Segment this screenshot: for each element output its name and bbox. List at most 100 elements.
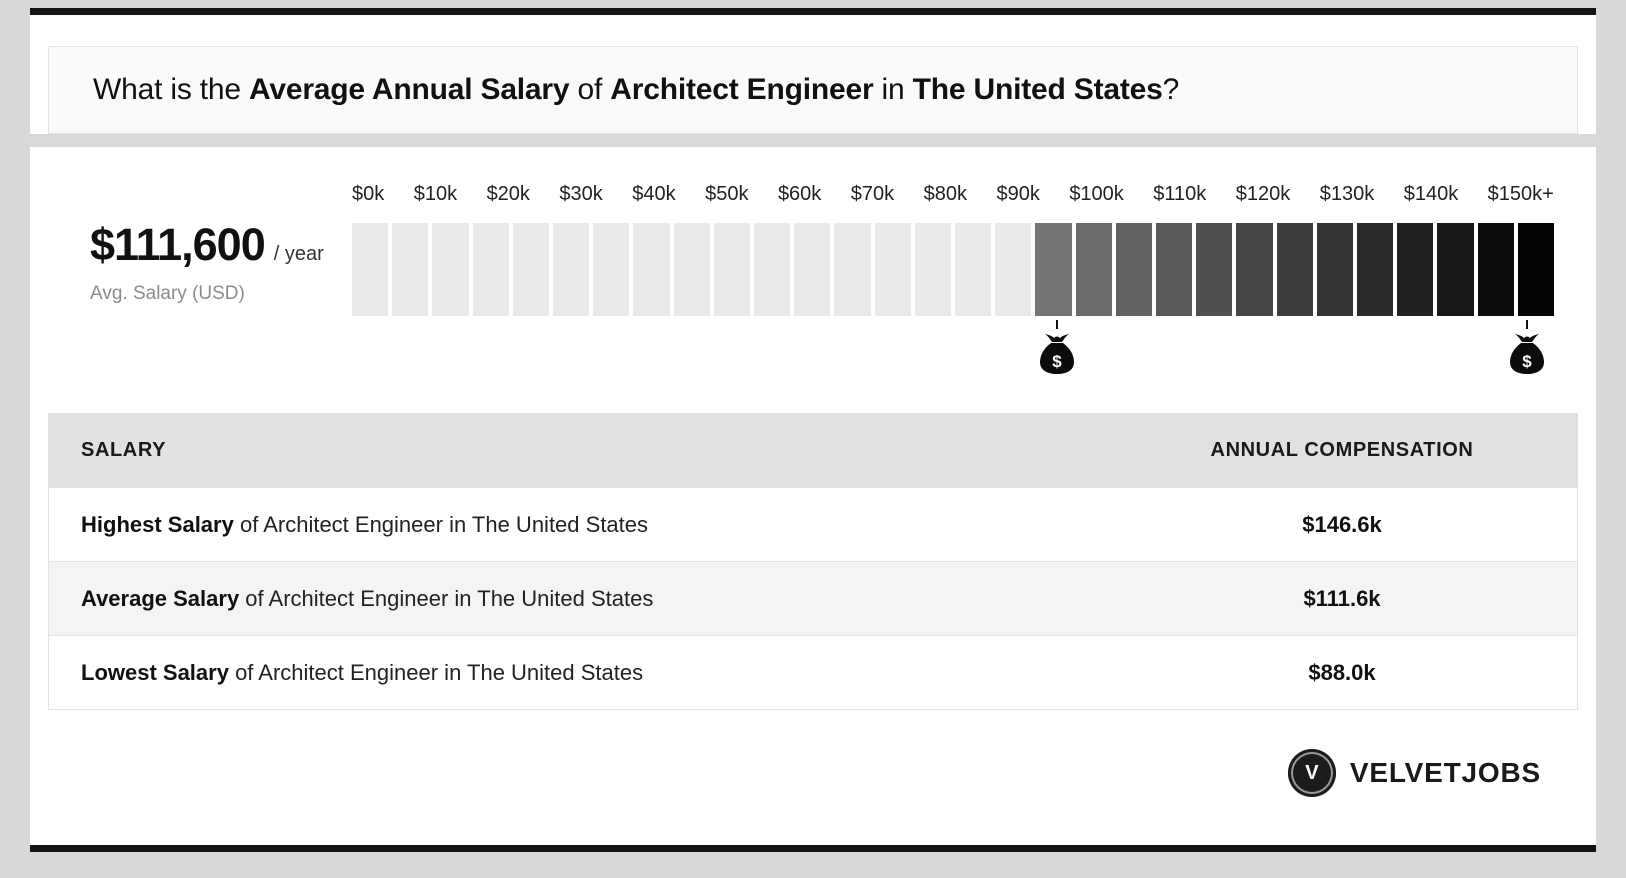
bar-segment (1316, 223, 1354, 316)
bar-segment (512, 223, 550, 316)
table-row-label: Average Salary of Architect Engineer in … (49, 586, 1107, 612)
average-salary-amount: $111,600 (90, 219, 266, 270)
axis-tick: $70k (850, 183, 895, 205)
money-bag-icon: $ (1040, 334, 1075, 374)
bar-segment (914, 223, 952, 316)
table-header-row: SALARY ANNUAL COMPENSATION (49, 414, 1577, 487)
question-part: The United States (912, 73, 1163, 106)
table-row-label: Lowest Salary of Architect Engineer in T… (49, 660, 1107, 686)
question-part: Average Annual Salary (249, 73, 570, 106)
average-salary-summary: $111,600 / year Avg. Salary (USD) (90, 219, 324, 305)
table-row-value: $111.6k (1303, 585, 1381, 611)
bar-segment (1035, 223, 1072, 316)
axis-tick: $0k (352, 183, 385, 205)
question-part: of (569, 73, 611, 106)
bar-segment (673, 223, 710, 316)
bar-segment (633, 223, 670, 316)
bar-area: $0k $10k $20k $30k $40k $50k $60k $70k $80k $90k $… (352, 183, 1555, 388)
axis-tick: $90k (996, 183, 1040, 205)
axis-tick: $30k (559, 183, 603, 205)
axis-tick: $80k (923, 183, 967, 205)
bar-segment (472, 223, 509, 316)
axis-tick: $10k (413, 183, 458, 205)
bar-segment (874, 223, 911, 316)
table-row-value: $88.0k (1308, 659, 1376, 685)
axis-tick: $20k (486, 183, 530, 205)
bar-segment (1517, 223, 1555, 316)
lowest-salary-marker: $ (1039, 320, 1075, 379)
table-row-label-bold: Lowest Salary (81, 659, 229, 685)
brand: V VELVETJOBS (1287, 749, 1541, 797)
question-text: What is the Average Annual Salary of Arc… (93, 73, 1179, 107)
table-header-compensation: ANNUAL COMPENSATION (1210, 439, 1474, 461)
bar-segment (1437, 223, 1474, 316)
axis-tick: $110k (1153, 183, 1207, 205)
table-row-label-rest: of Architect Engineer in The United Stat… (228, 659, 644, 685)
salary-chart: $111,600 / year Avg. Salary (USD) $0k $10… (30, 147, 1596, 413)
bar-segment (955, 223, 992, 316)
table-row-label-bold: Average Salary (81, 585, 240, 611)
salary-table: SALARY ANNUAL COMPENSATION Highest Salar… (48, 413, 1578, 710)
infographic-card: What is the Average Annual Salary of Arc… (30, 8, 1596, 852)
header-shadow-divider (30, 134, 1596, 147)
bar-segment (995, 223, 1032, 316)
money-bag-icon: $ (1509, 334, 1545, 379)
marker-dash (1525, 320, 1528, 329)
axis-tick: $100k (1069, 183, 1124, 205)
bar-segment (593, 223, 630, 316)
table-row-label-rest: of Architect Engineer in The United Stat… (239, 585, 654, 611)
svg-text:$: $ (1522, 352, 1532, 371)
bar-segment (794, 223, 831, 316)
bar-segment (1236, 223, 1273, 316)
bar-segment (1477, 223, 1514, 316)
bar-segments (352, 223, 1555, 316)
question-part: Architect Engineer (610, 73, 874, 106)
bar-markers: $ $ (352, 316, 1554, 388)
bar-segment (1075, 223, 1112, 316)
marker-dash (1056, 320, 1059, 329)
axis-tick: $50k (705, 183, 749, 205)
axis-tick: $130k (1319, 183, 1375, 205)
bar-segment (1357, 223, 1394, 316)
table-row: Lowest Salary of Architect Engineer in T… (49, 635, 1577, 709)
velvetjobs-logo-icon: V (1287, 749, 1336, 797)
bar-segment (1276, 223, 1313, 316)
axis-tick: $120k (1235, 183, 1291, 205)
bar-segment (553, 223, 590, 316)
header-section: What is the Average Annual Salary of Arc… (30, 15, 1596, 134)
bar-segment (432, 223, 469, 316)
bar-segment (1397, 223, 1434, 316)
highest-salary-marker: $ (1509, 320, 1545, 379)
table-row-label-rest: of Architect Engineer in The United Stat… (233, 511, 649, 537)
axis-tick: $140k (1403, 183, 1459, 205)
table-row: Average Salary of Architect Engineer in … (49, 561, 1577, 635)
question-part: ? (1162, 73, 1180, 106)
money-bag-icon: $ (1509, 334, 1544, 374)
question-part: What is the (93, 73, 249, 106)
bar-segment (392, 223, 429, 316)
bar-segment (1115, 223, 1153, 316)
axis-tick: $60k (777, 183, 822, 205)
axis-tick: $150k+ (1487, 183, 1554, 205)
axis-tick: $40k (632, 183, 676, 205)
question-part: in (873, 73, 913, 106)
bar-segment (1156, 223, 1193, 316)
table-body: Highest Salary of Architect Engineer in … (49, 487, 1577, 709)
money-bag-icon: $ (1039, 334, 1075, 379)
bar-segment (754, 223, 791, 316)
svg-text:$: $ (1052, 352, 1062, 371)
bar-segment (1196, 223, 1233, 316)
logo-letter: V (1305, 761, 1319, 784)
table-row-label-bold: Highest Salary (81, 511, 234, 537)
brand-name: VELVETJOBS (1349, 757, 1541, 788)
bar-segment (713, 223, 751, 316)
table-header-salary: SALARY (81, 439, 167, 461)
average-salary-caption: Avg. Salary (USD) (90, 283, 245, 304)
table-row: Highest Salary of Architect Engineer in … (49, 487, 1577, 561)
bar-segment (352, 223, 389, 316)
average-salary-line: $111,600 / year (90, 219, 324, 271)
table-row-label: Highest Salary of Architect Engineer in … (49, 512, 1107, 538)
average-salary-period: / year (273, 243, 324, 265)
table-row-value: $146.6k (1302, 511, 1382, 537)
bar-segment (834, 223, 871, 316)
